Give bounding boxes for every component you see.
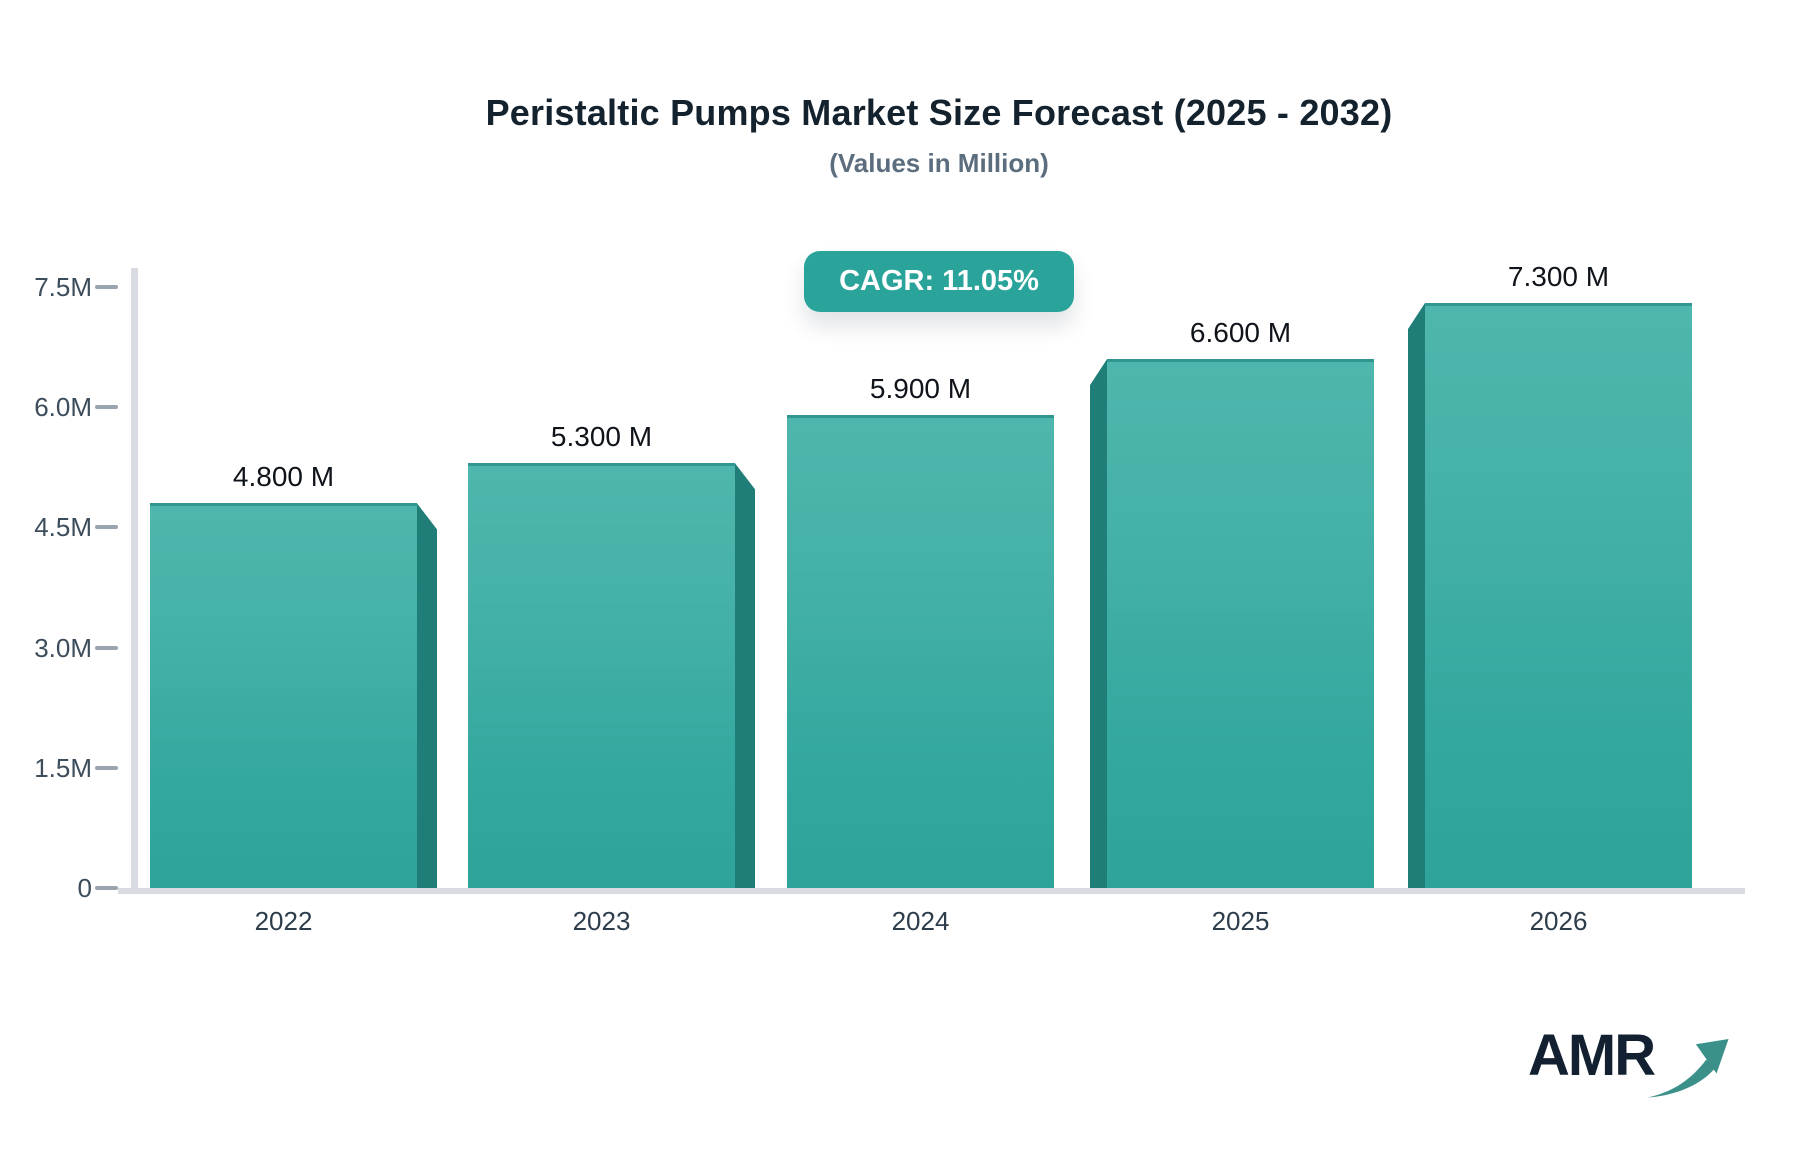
bar-value-label-2025: 6.600 M: [1189, 317, 1292, 349]
y-tick-label: 0: [77, 873, 92, 903]
bar-value-label-2026: 7.300 M: [1507, 261, 1610, 293]
bar-2022: [150, 503, 417, 888]
bar-3d-side-2026: [1408, 303, 1425, 888]
amr-logo-text: AMR: [1528, 1023, 1656, 1088]
bar-3d-side-2025: [1090, 359, 1107, 888]
x-axis-line: [118, 888, 1745, 894]
y-tick-label: 4.5M: [34, 512, 92, 543]
x-axis-label-2026: 2026: [1529, 906, 1588, 936]
bar-value-label-2024: 5.900 M: [869, 373, 972, 405]
x-axis-label-2024: 2024: [891, 906, 950, 936]
y-tick-mark: [95, 765, 118, 770]
y-tick-label: 3.0M: [34, 632, 92, 663]
y-tick-mark: [95, 886, 118, 890]
bar-2026: [1425, 303, 1692, 888]
bar-3d-side-2022: [417, 503, 437, 888]
x-axis-label-2025: 2025: [1211, 906, 1270, 936]
bar-value-label-2023: 5.300 M: [550, 421, 653, 453]
y-axis-line: [131, 268, 138, 891]
amr-logo: AMR: [1528, 1024, 1732, 1106]
x-axis-label-2023: 2023: [572, 906, 631, 936]
y-tick-label: 1.5M: [34, 752, 92, 783]
chart-subtitle: (Values in Million): [829, 148, 1049, 178]
y-tick-mark: [95, 645, 118, 650]
growth-arrow-icon: [1647, 1039, 1729, 1098]
y-tick-mark: [95, 285, 118, 289]
y-tick-label: 7.5M: [34, 272, 92, 302]
cagr-badge: CAGR: 11.05%: [804, 251, 1074, 312]
bar-3d-side-2023: [735, 463, 755, 888]
bar-2025: [1107, 359, 1374, 888]
y-tick-mark: [95, 405, 118, 410]
bar-2023: [468, 463, 735, 888]
y-tick-mark: [95, 525, 118, 530]
y-tick-label: 6.0M: [34, 392, 92, 423]
chart-title: Peristaltic Pumps Market Size Forecast (…: [485, 92, 1393, 133]
x-axis-label-2022: 2022: [254, 906, 313, 936]
cagr-badge-row: CAGR: 11.05%: [133, 251, 1745, 312]
bar-2024: [787, 415, 1054, 888]
plot-area: 7.5M 6.0M 4.5M 3.0M 1.5M 0 4.800 M 2022 …: [34, 263, 1745, 936]
bar-value-label-2022: 4.800 M: [232, 461, 335, 493]
